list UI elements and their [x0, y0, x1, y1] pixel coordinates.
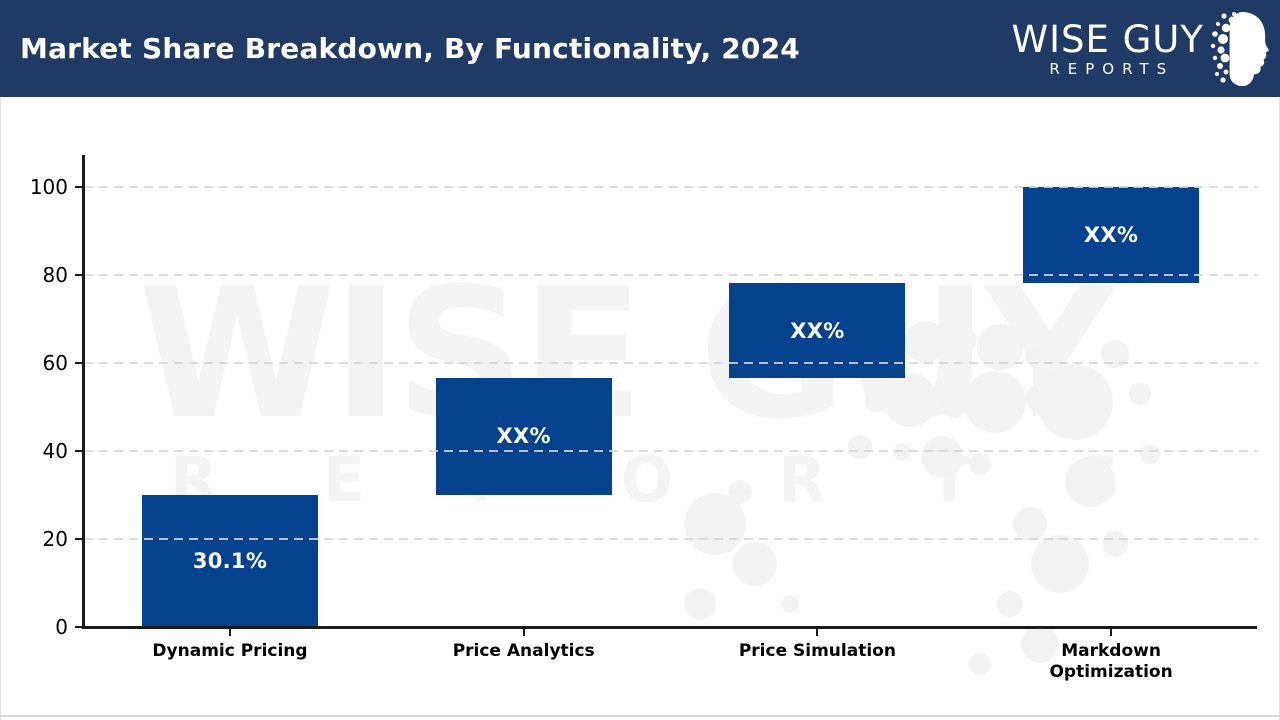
- bar-markdown-optimization: [1023, 187, 1200, 283]
- header-bar: Market Share Breakdown, By Functionality…: [0, 0, 1280, 97]
- ytick-label-60: 60: [42, 351, 68, 376]
- ytick-mark-0: [75, 626, 84, 628]
- wiseguy-face-icon: [1208, 7, 1270, 91]
- bar-value-label: XX%: [496, 424, 551, 449]
- gridline-60: [84, 362, 1257, 365]
- ytick-mark-60: [75, 362, 84, 365]
- gridline-40: [84, 450, 1257, 453]
- wiseguy-logo: WISE GUY REPORTS: [1012, 7, 1270, 91]
- xtick-mark: [229, 627, 231, 636]
- chart-area: WISE GUY REPORTS: [0, 97, 1280, 720]
- footer-divider: [0, 715, 1280, 717]
- gridline-20: [84, 538, 1257, 541]
- ytick-label-20: 20: [42, 527, 68, 552]
- page-left-border: [0, 97, 1, 720]
- ytick-label-40: 40: [42, 439, 68, 464]
- bar-value-label: 30.1%: [192, 548, 268, 573]
- wiseguy-logo-name: WISE GUY: [1011, 17, 1204, 61]
- xtick-label-price-analytics: Price Analytics: [452, 641, 595, 661]
- wiseguy-logo-text: WISE GUY REPORTS: [1012, 21, 1204, 77]
- xtick-mark: [1110, 627, 1113, 636]
- bar-value-label: XX%: [1083, 223, 1139, 248]
- bar-value-label: XX%: [790, 318, 845, 343]
- x-axis-spine: [82, 626, 1257, 629]
- y-axis-spine: [82, 155, 85, 629]
- gridline-80: [84, 274, 1257, 277]
- ytick-label-100: 100: [29, 175, 68, 200]
- xtick-mark: [816, 627, 819, 636]
- ytick-mark-20: [75, 538, 84, 541]
- xtick-mark: [522, 627, 525, 636]
- xtick-label-markdown-optimization: Markdown Optimization: [1049, 641, 1173, 683]
- page-title: Market Share Breakdown, By Functionality…: [20, 32, 800, 65]
- gridline-100: [84, 186, 1257, 189]
- ytick-label-0: 0: [55, 615, 68, 639]
- xtick-label-dynamic-pricing: Dynamic Pricing: [152, 641, 308, 661]
- xtick-label-price-simulation: Price Simulation: [738, 641, 896, 661]
- bar-dynamic-pricing: [142, 494, 318, 627]
- ytick-mark-80: [75, 274, 84, 277]
- ytick-mark-40: [75, 450, 84, 453]
- wiseguy-logo-subname: REPORTS: [1049, 59, 1175, 78]
- bar-price-analytics: [435, 378, 612, 495]
- ytick-label-80: 80: [42, 263, 68, 288]
- ytick-mark-100: [75, 186, 84, 189]
